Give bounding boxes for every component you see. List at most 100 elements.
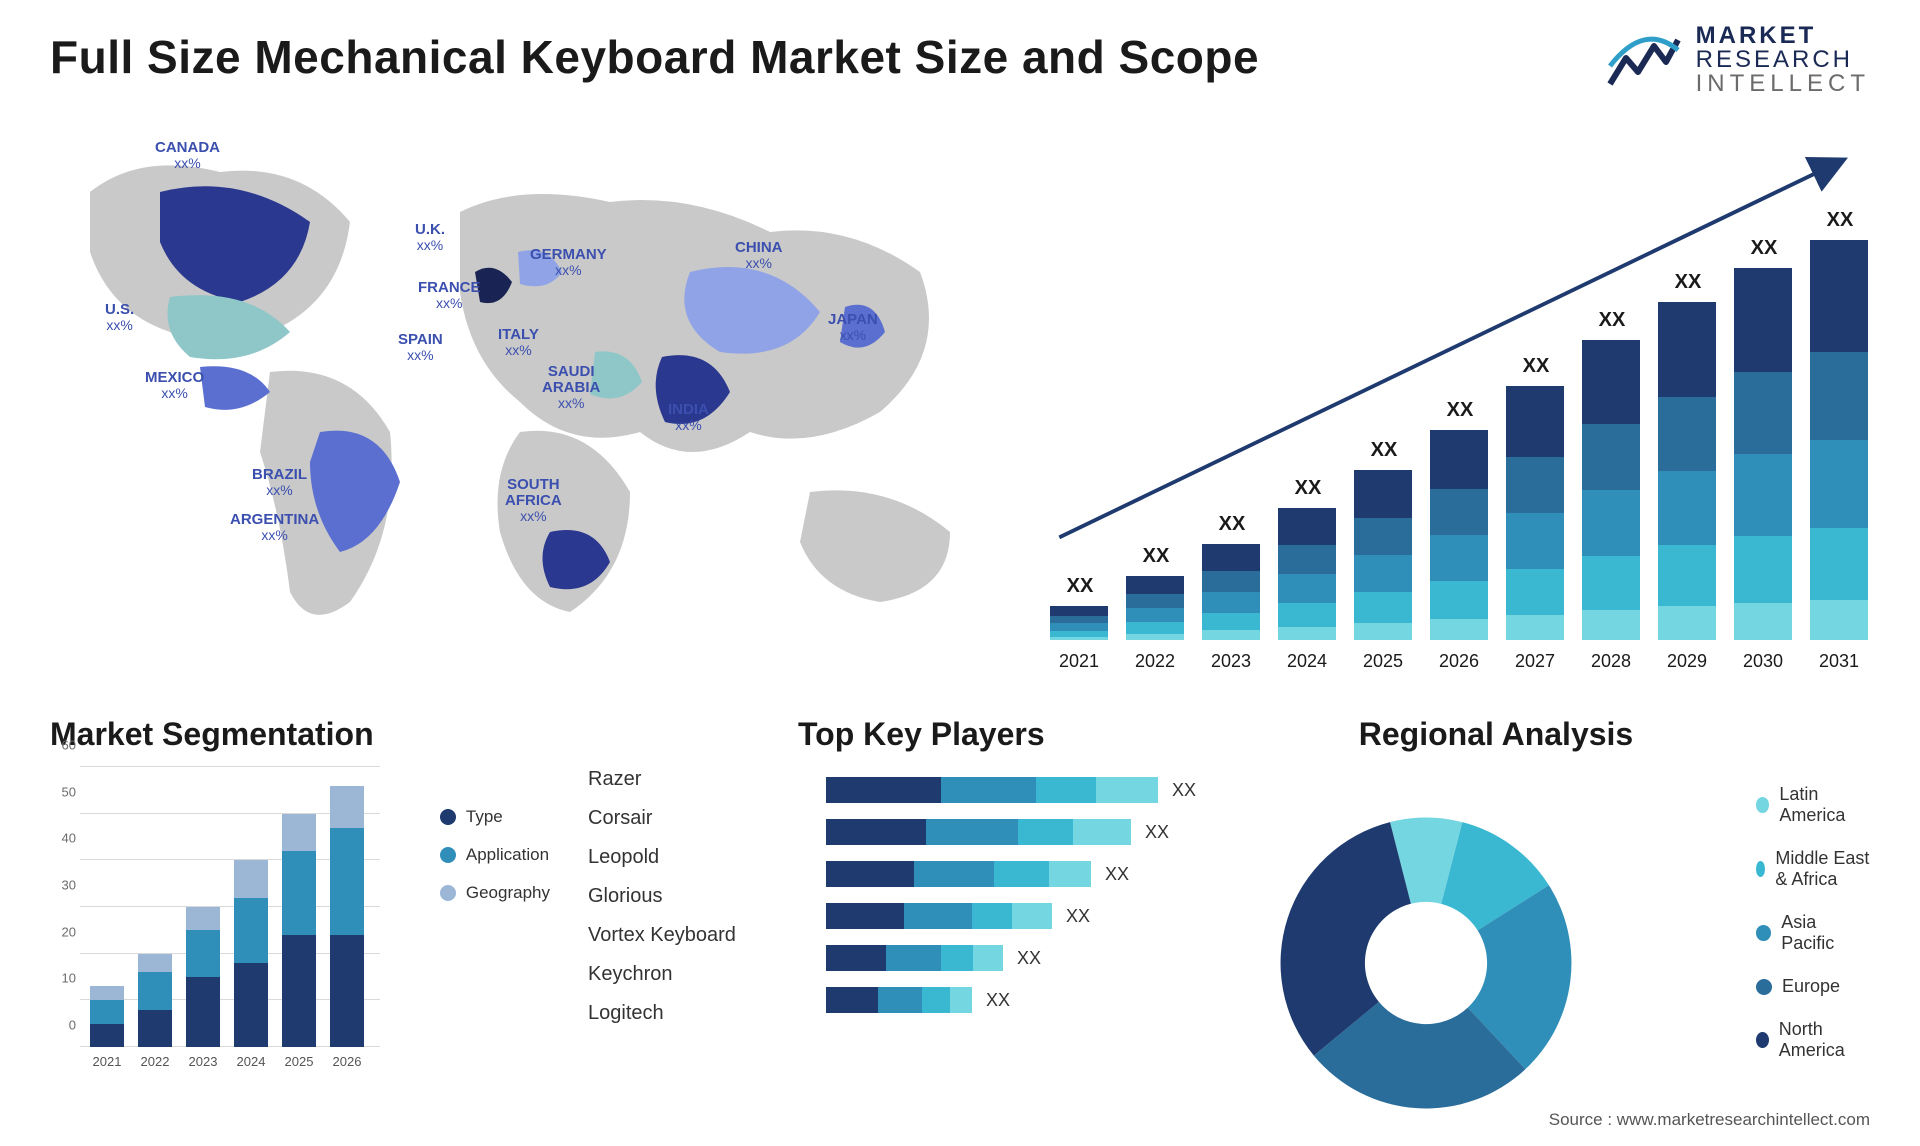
trend-bar [1430,430,1488,640]
player-name: Corsair [588,807,798,830]
trend-x-label: 2022 [1122,651,1188,672]
player-name: Vortex Keyboard [588,924,798,947]
seg-x-label: 2022 [134,1054,176,1069]
player-bar-row: XX [826,902,1228,930]
player-bar-row: XX [826,818,1228,846]
brand-logo: MARKET RESEARCH INTELLECT [1604,24,1870,96]
regional-title: Regional Analysis [1266,716,1726,753]
logo-mark-icon [1604,28,1682,92]
map-country-label: INDIAxx% [668,402,709,432]
map-country-label: BRAZILxx% [252,467,307,497]
segmentation-panel: Market Segmentation 0102030405060 202120… [50,716,550,1096]
seg-bar [186,907,220,1047]
trend-value-label: XX [1430,399,1490,422]
logo-line-3: INTELLECT [1696,72,1870,96]
seg-x-label: 2025 [278,1054,320,1069]
seg-y-tick: 10 [62,971,76,986]
seg-y-tick: 30 [62,878,76,893]
legend-item: Middle East & Africa [1756,848,1870,890]
seg-y-tick: 40 [62,831,76,846]
regional-legend: Latin America Middle East & Africa Asia Pa… [1756,784,1870,1083]
bottom-row: Market Segmentation 0102030405060 202120… [50,716,1870,1096]
regional-donut-chart [1266,803,1586,1123]
trend-value-label: XX [1202,513,1262,536]
page-root: Full Size Mechanical Keyboard Market Siz… [0,0,1920,1146]
seg-x-label: 2021 [86,1054,128,1069]
trend-x-label: 2026 [1426,651,1492,672]
map-country-label: SPAINxx% [398,332,443,362]
players-list: Razer Corsair Leopold Glorious Vortex Keyboa… [588,716,798,1025]
trend-bar [1506,386,1564,640]
trend-bar [1582,340,1640,640]
trend-x-label: 2029 [1654,651,1720,672]
legend-item: Geography [440,883,550,903]
market-trend-chart: 2021XX2022XX2023XX2024XX2025XX2026XX2027… [1040,132,1870,672]
trend-x-label: 2030 [1730,651,1796,672]
map-country-label: CANADAxx% [155,140,220,170]
legend-item: Application [440,845,550,865]
trend-bar [1658,302,1716,640]
logo-text: MARKET RESEARCH INTELLECT [1696,24,1870,96]
map-country-label: JAPANxx% [828,312,878,342]
seg-x-label: 2023 [182,1054,224,1069]
legend-item: North America [1756,1019,1870,1061]
trend-value-label: XX [1278,477,1338,500]
player-value-label: XX [1145,822,1169,843]
segmentation-legend: Type Application Geography [440,807,550,921]
trend-bar [1810,240,1868,640]
map-country-label: U.K.xx% [415,222,445,252]
player-name: Logitech [588,1002,798,1025]
seg-x-label: 2024 [230,1054,272,1069]
page-title: Full Size Mechanical Keyboard Market Siz… [50,30,1259,84]
player-value-label: XX [1066,906,1090,927]
trend-bar [1126,576,1184,640]
trend-value-label: XX [1582,309,1642,332]
map-country-label: ITALYxx% [498,327,539,357]
trend-x-label: 2028 [1578,651,1644,672]
map-country-label: U.S.xx% [105,302,134,332]
trend-bar [1050,606,1108,640]
map-country-label: SAUDIARABIAxx% [542,364,600,410]
trend-bar [1354,470,1412,640]
seg-bar [234,860,268,1047]
player-bar-row: XX [826,986,1228,1014]
source-attribution: Source : www.marketresearchintellect.com [1549,1110,1870,1130]
seg-bar [330,786,364,1047]
logo-line-1: MARKET [1696,24,1870,48]
player-value-label: XX [986,990,1010,1011]
map-country-label: SOUTHAFRICAxx% [505,477,562,523]
players-chart: XXXXXXXXXXXX [826,716,1228,1096]
player-value-label: XX [1172,780,1196,801]
trend-value-label: XX [1126,545,1186,568]
player-bar-row: XX [826,860,1228,888]
map-country-label: GERMANYxx% [530,247,607,277]
player-name: Razer [588,768,798,791]
key-players-panel: Top Key Players RazerCorsairLeopoldGlori… [588,716,1228,1096]
legend-item: Europe [1756,976,1870,997]
trend-x-label: 2025 [1350,651,1416,672]
trend-value-label: XX [1810,209,1870,232]
player-name: Glorious [588,885,798,908]
segmentation-chart: 0102030405060 202120222023202420252026 T… [50,767,550,1077]
logo-line-2: RESEARCH [1696,48,1870,72]
trend-value-label: XX [1354,439,1414,462]
regional-panel: Regional Analysis Latin America Middle Ea… [1266,716,1870,1096]
player-name: Keychron [588,963,798,986]
seg-y-tick: 50 [62,784,76,799]
map-country-label: MEXICOxx% [145,370,204,400]
legend-item: Type [440,807,550,827]
trend-bar [1202,544,1260,640]
player-name: Leopold [588,846,798,869]
header: Full Size Mechanical Keyboard Market Siz… [50,30,1870,96]
segmentation-title: Market Segmentation [50,716,550,753]
top-row: CANADAxx%U.S.xx%MEXICOxx%BRAZILxx%ARGENT… [50,132,1870,672]
legend-item: Asia Pacific [1756,912,1870,954]
seg-bar [138,954,172,1047]
trend-bar [1278,508,1336,640]
seg-y-tick: 0 [69,1018,76,1033]
map-country-label: CHINAxx% [735,240,783,270]
trend-value-label: XX [1658,271,1718,294]
player-bar-row: XX [826,944,1228,972]
legend-item: Latin America [1756,784,1870,826]
player-value-label: XX [1105,864,1129,885]
